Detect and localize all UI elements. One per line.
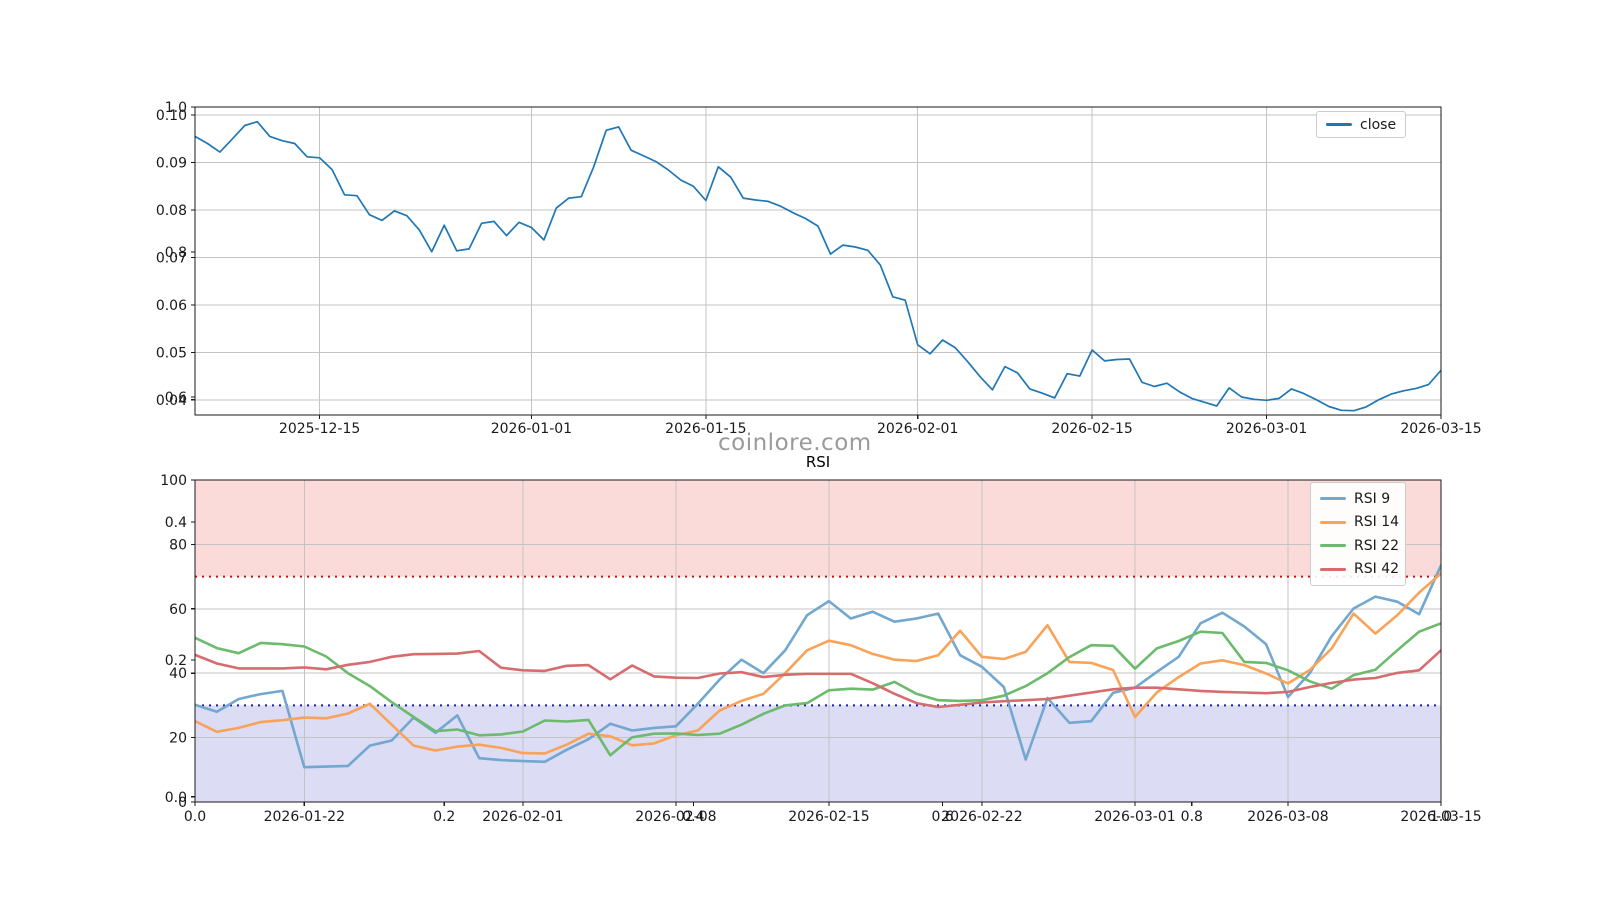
x-tick-label-date: 2026-02-15 [788,809,869,825]
legend-label-close: close [1360,116,1397,133]
x-tick-label-date: 2025-12-15 [279,421,360,437]
rsi14-line-swatch [1320,520,1346,524]
axes-border [194,479,1442,803]
legend-label-rsi22: RSI 22 [1354,537,1400,554]
legend-label-rsi42: RSI 42 [1354,561,1400,578]
x-tick-label-date: 2026-01-15 [665,421,746,437]
rsi9-line-swatch [1320,497,1346,501]
x-tick-label-numeric: 0.6 [931,809,953,825]
legend-row-rsi42: RSI 42 [1320,558,1400,582]
y-tick-label-secondary: 1.0 [165,100,187,116]
y-tick-label: 20 [169,731,187,747]
y-tick-label: 0.08 [156,203,187,219]
x-tick-label-date: 2026-03-15 [1400,809,1481,825]
x-tick-label-date: 2026-02-22 [941,809,1022,825]
y-tick-label: 80 [169,537,187,553]
x-tick-label-date: 2026-03-01 [1094,809,1175,825]
x-tick-label-date: 2026-03-15 [1400,421,1481,437]
y-tick-label: 0.09 [156,156,187,172]
y-tick-label-secondary: 0.8 [165,245,187,261]
legend-row-rsi14: RSI 14 [1320,511,1400,535]
series-line-close [195,120,1441,412]
band-oversold [195,705,1441,802]
price-legend: close [1316,111,1406,138]
y-tick-label: 0.06 [156,298,187,314]
y-tick-label-secondary: 0.4 [165,515,187,531]
x-tick-label-date: 2026-02-01 [482,809,563,825]
y-tick-label-secondary: 0.0 [165,790,187,806]
x-tick-label-date: 2026-03-01 [1226,421,1307,437]
rsi-legend: RSI 9 RSI 14 RSI 22 RSI 42 [1310,482,1406,586]
legend-row-close: close [1326,116,1396,133]
legend-label-rsi9: RSI 9 [1354,490,1391,507]
band-overbought [195,480,1441,577]
y-tick-label: 0.05 [156,345,187,361]
y-tick-label: 100 [160,473,187,489]
rsi42-line-swatch [1320,567,1346,571]
legend-row-rsi9: RSI 9 [1320,487,1396,511]
x-tick-label-date: 2026-03-08 [1247,809,1328,825]
y-tick-label-secondary: 0.6 [165,390,187,406]
y-tick-label: 60 [169,602,187,618]
x-tick-label-numeric: 0.8 [1181,809,1203,825]
watermark: coinlore.com [718,430,872,456]
rsi22-line-swatch [1320,544,1346,548]
x-tick-label-numeric: 0.4 [682,809,704,825]
y-tick-label: 0 [178,795,187,811]
y-tick-label: 0.10 [156,108,187,124]
close-line-swatch [1326,123,1352,126]
x-tick-label-numeric: 0.0 [184,809,206,825]
axes-border [194,106,1442,416]
x-tick-label-date: 2026-02-15 [1051,421,1132,437]
y-tick-label: 40 [169,666,187,682]
series-line-rsi-9 [195,563,1441,769]
series-line-rsi-22 [195,621,1441,757]
x-tick-label-date: 2026-02-01 [877,421,958,437]
legend-row-rsi22: RSI 22 [1320,534,1400,558]
y-tick-label: 0.04 [156,393,187,409]
x-tick-label-numeric: 1.0 [1430,809,1452,825]
series-line-rsi-14 [195,572,1441,755]
y-tick-label-secondary: 0.2 [165,653,187,669]
x-tick-label-numeric: 0.2 [433,809,455,825]
series-line-rsi-42 [195,648,1441,709]
y-tick-label: 0.07 [156,250,187,266]
x-tick-label-date: 2026-02-08 [635,809,716,825]
legend-label-rsi14: RSI 14 [1354,514,1400,531]
rsi-panel-title: RSI [805,453,831,471]
x-tick-label-date: 2026-01-22 [264,809,345,825]
x-tick-label-date: 2026-01-01 [491,421,572,437]
